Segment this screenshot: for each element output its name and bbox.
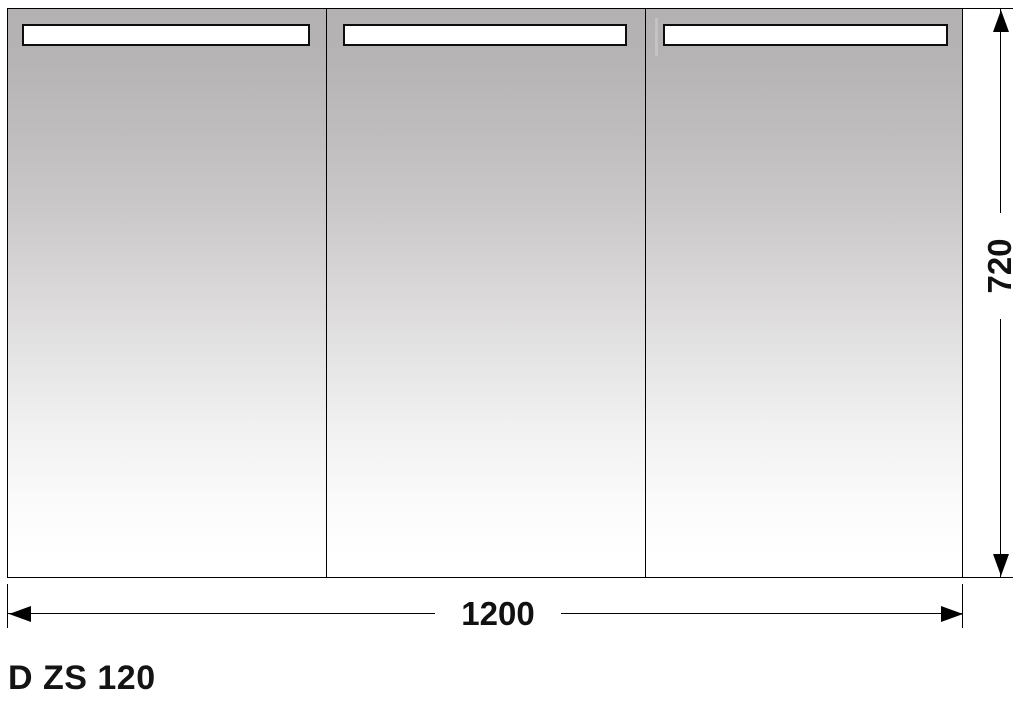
- door-divider-left: [326, 8, 327, 578]
- mirror-cabinet-body: [7, 8, 963, 578]
- height-arrow-up-icon: [993, 10, 1009, 32]
- led-strip-right: [663, 24, 948, 46]
- width-arrow-right-icon: [941, 606, 963, 622]
- reflection-streak: [655, 18, 658, 56]
- height-arrow-down-icon: [993, 554, 1009, 576]
- width-arrow-left-icon: [9, 606, 31, 622]
- led-strip-middle: [343, 24, 627, 46]
- height-dimension-label: 720: [980, 213, 1020, 319]
- height-extension-line-bottom: [963, 577, 1013, 579]
- width-dimension-label: 1200: [435, 596, 561, 632]
- width-extension-line-left: [7, 584, 9, 628]
- led-strip-left: [22, 24, 310, 46]
- door-divider-right: [645, 8, 646, 578]
- height-extension-line-top: [963, 8, 1013, 10]
- product-code-caption: D ZS 120: [8, 659, 156, 697]
